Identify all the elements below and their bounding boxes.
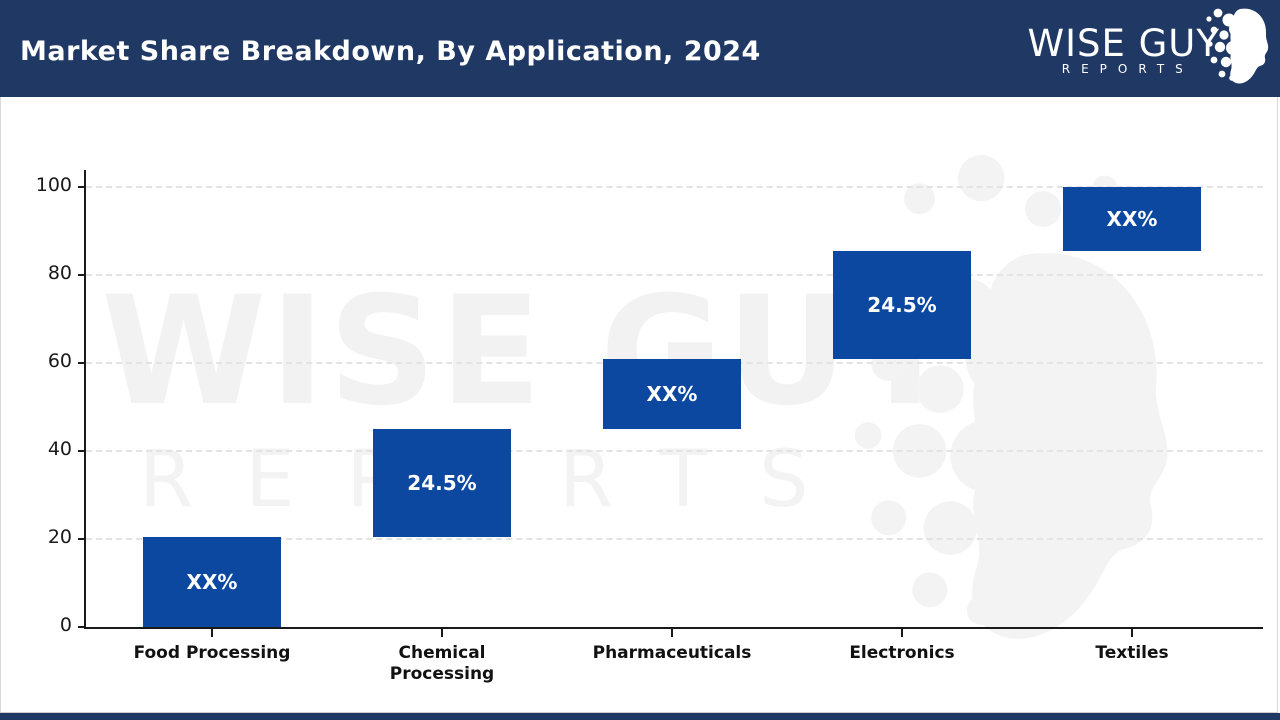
logo-subtitle: REPORTS bbox=[1061, 61, 1194, 76]
y-tick-label: 0 bbox=[59, 614, 72, 636]
x-tick-mark bbox=[211, 629, 213, 637]
logo-face-icon bbox=[1204, 6, 1270, 94]
y-tick-label: 40 bbox=[47, 438, 72, 460]
category-label-textiles: Textiles bbox=[1095, 643, 1169, 663]
bar-food-processing: XX% bbox=[143, 536, 281, 627]
category-label-pharmaceuticals: Pharmaceuticals bbox=[592, 643, 752, 663]
bar-value-label: XX% bbox=[186, 569, 238, 594]
chart-area: WISE GUY REPORTS 0 bbox=[0, 97, 1278, 713]
bar-value-label: XX% bbox=[1106, 206, 1158, 231]
bar-electronics: 24.5% bbox=[833, 250, 971, 359]
y-gridline bbox=[86, 186, 1263, 188]
y-tick-mark bbox=[78, 538, 86, 540]
y-tick-label: 60 bbox=[47, 350, 72, 372]
y-gridline bbox=[86, 450, 1263, 452]
logo-text: WISE GUY REPORTS bbox=[1027, 22, 1220, 76]
y-tick-mark bbox=[78, 186, 86, 188]
category-label-electronics: Electronics bbox=[849, 643, 955, 663]
y-gridline bbox=[86, 274, 1263, 276]
wise-guy-logo: WISE GUY REPORTS bbox=[1028, 6, 1270, 94]
y-tick-mark bbox=[78, 362, 86, 364]
bar-value-label: XX% bbox=[646, 381, 698, 406]
watermark-wordmark: WISE GUY bbox=[101, 265, 963, 439]
bar-pharmaceuticals: XX% bbox=[603, 358, 741, 429]
bar-value-label: 24.5% bbox=[407, 470, 477, 495]
bar-chemical-processing: 24.5% bbox=[373, 429, 511, 537]
header-bar: Market Share Breakdown, By Application, … bbox=[0, 0, 1280, 97]
category-label-chemical-processing: Chemical Processing bbox=[389, 643, 495, 685]
x-tick-mark bbox=[671, 629, 673, 637]
page-title: Market Share Breakdown, By Application, … bbox=[20, 36, 761, 67]
y-gridline bbox=[86, 538, 1263, 540]
y-tick-label: 80 bbox=[47, 262, 72, 284]
y-axis-line bbox=[84, 170, 86, 629]
x-tick-mark bbox=[901, 629, 903, 637]
y-tick-label: 20 bbox=[47, 526, 72, 548]
y-tick-mark bbox=[78, 626, 86, 628]
category-label-food-processing: Food Processing bbox=[133, 643, 291, 663]
bar-value-label: 24.5% bbox=[867, 292, 937, 317]
waterfall-plot: 0 20 40 60 80 100 XX% Food Processing 24.5% Chemi… bbox=[1, 97, 1277, 712]
y-tick-mark bbox=[78, 450, 86, 452]
logo-wordmark: WISE GUY bbox=[1027, 22, 1220, 66]
x-tick-mark bbox=[1131, 629, 1133, 637]
x-tick-mark bbox=[441, 629, 443, 637]
footer-bar bbox=[0, 713, 1280, 720]
bar-textiles: XX% bbox=[1063, 187, 1201, 251]
y-tick-mark bbox=[78, 274, 86, 276]
y-tick-label: 100 bbox=[35, 174, 72, 196]
x-axis-line bbox=[84, 627, 1263, 629]
